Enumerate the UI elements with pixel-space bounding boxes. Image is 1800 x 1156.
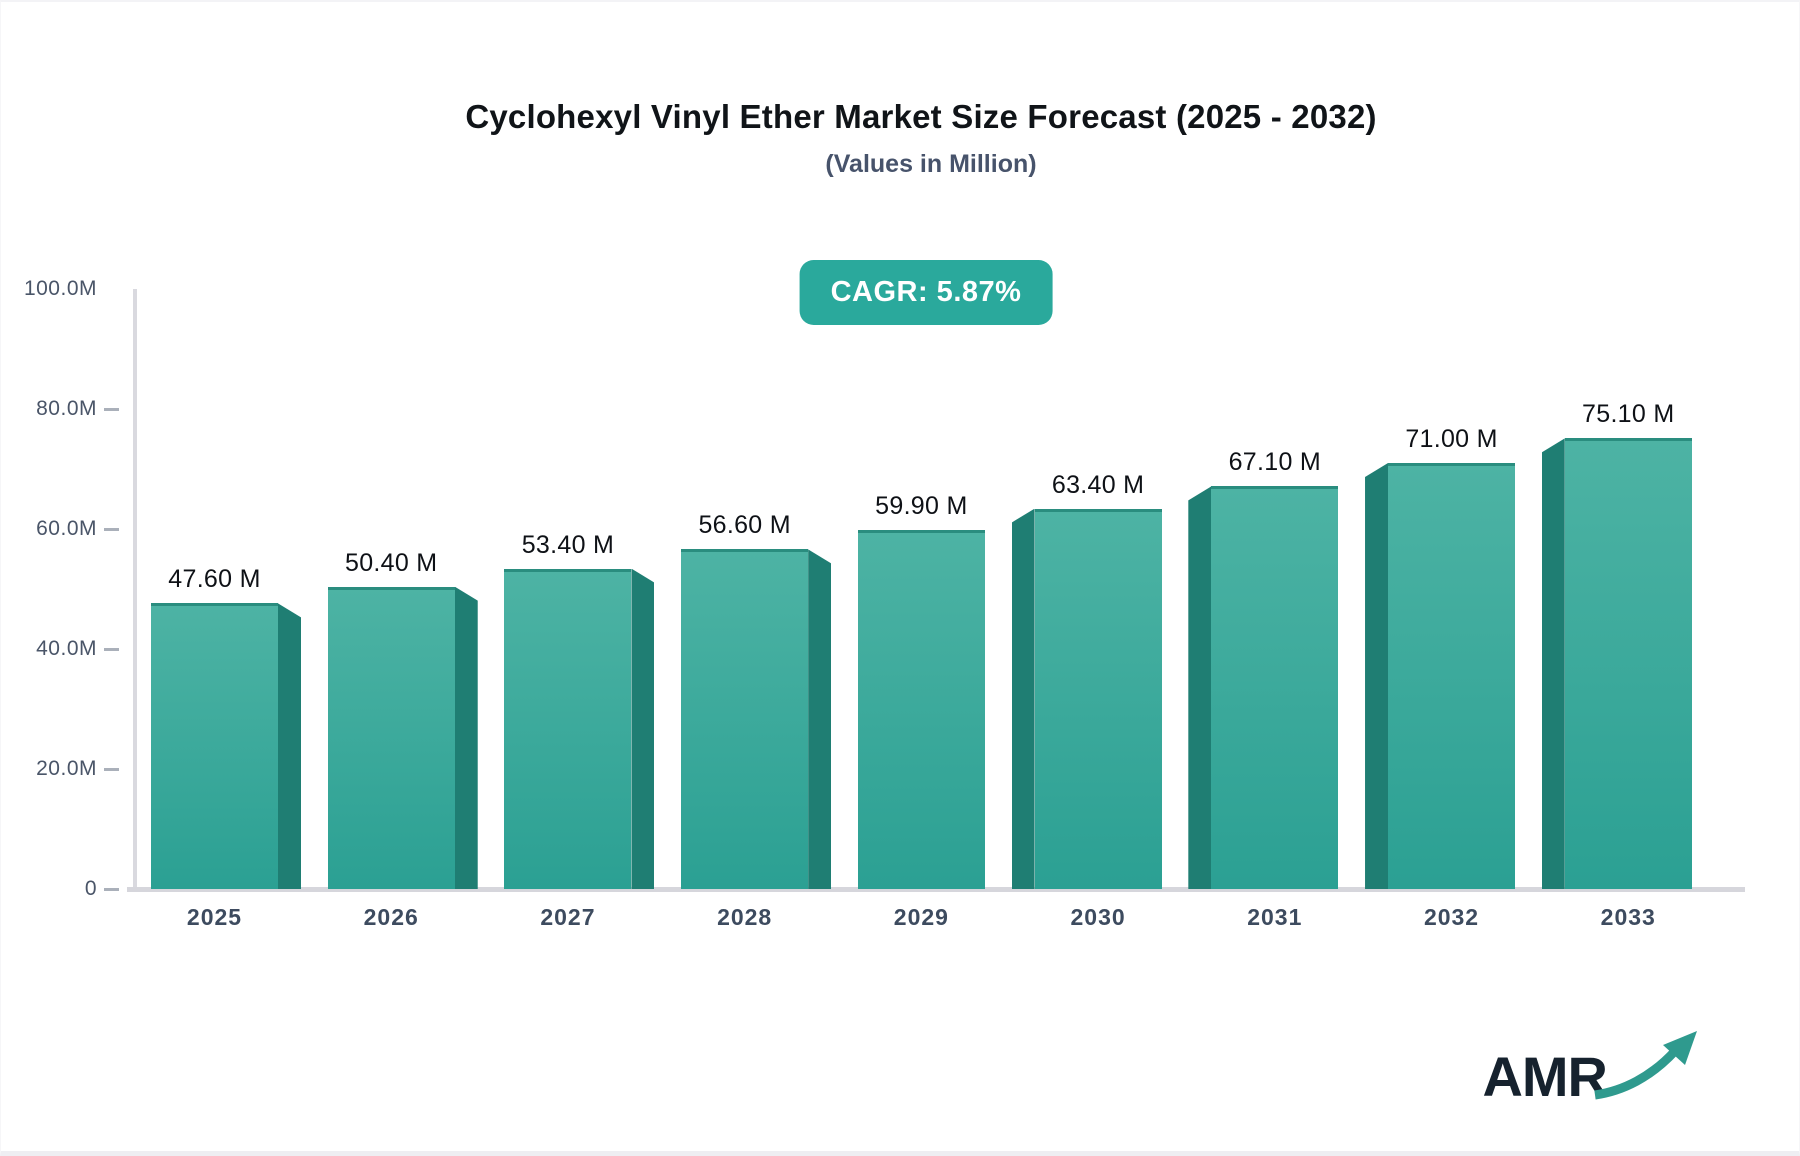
- amr-logo-text: AMR: [1482, 1045, 1608, 1108]
- x-axis-label-2031: 2031: [1247, 904, 1303, 930]
- bar-side-panel: [278, 603, 301, 889]
- chart-title: Cyclohexyl Vinyl Ether Market Size Forec…: [465, 98, 1377, 135]
- y-tick-mark: [104, 887, 119, 891]
- bar-2027: [504, 568, 632, 889]
- bar-side-panel: [454, 586, 478, 889]
- x-axis-label-2026: 2026: [363, 904, 419, 930]
- bar-2029: [857, 529, 985, 889]
- growth-arrow-icon: [1594, 1031, 1697, 1100]
- y-tick-label: 20.0M: [36, 757, 97, 780]
- bar-value-label: 53.40 M: [521, 530, 615, 559]
- y-tick-mark: [104, 407, 119, 411]
- x-axis-label-2033: 2033: [1600, 904, 1656, 930]
- bar-2026: [327, 586, 455, 889]
- bar-side-panel: [808, 549, 832, 889]
- bar-side-panel: [1188, 486, 1212, 889]
- bar-side-panel: [1541, 438, 1565, 889]
- y-tick-label: 80.0M: [36, 397, 97, 420]
- bar-side-panel: [631, 568, 655, 889]
- bar-value-label: 47.60 M: [168, 565, 261, 594]
- y-tick-label: 100.0M: [23, 277, 97, 300]
- amr-logo: AMR: [1482, 1027, 1703, 1105]
- x-axis-label-2027: 2027: [540, 904, 596, 930]
- y-tick-mark: [104, 767, 119, 771]
- bar-2030: [1034, 508, 1162, 889]
- bar-side-panel: [1365, 463, 1389, 889]
- chart-subtitle: (Values in Million): [825, 150, 1037, 178]
- bar-value-label: 67.10 M: [1228, 448, 1322, 477]
- x-axis-label-2028: 2028: [717, 904, 773, 930]
- bar-side-panel: [1011, 508, 1035, 889]
- bar-2032: [1388, 463, 1516, 889]
- y-tick-label: 40.0M: [36, 637, 97, 660]
- bar-value-label: 75.10 M: [1582, 400, 1675, 429]
- bar-2025: [151, 603, 278, 889]
- x-axis-label-2025: 2025: [186, 904, 243, 930]
- y-tick-label: 60.0M: [36, 517, 97, 540]
- cagr-badge: CAGR: 5.87%: [799, 260, 1053, 325]
- bar-2028: [681, 549, 809, 889]
- x-axis-label-2030: 2030: [1070, 904, 1126, 930]
- y-tick-mark: [104, 647, 119, 651]
- bar-value-label: 56.60 M: [698, 511, 791, 540]
- bar-2033: [1564, 438, 1692, 889]
- y-axis-line: [133, 289, 137, 892]
- bar-value-label: 63.40 M: [1051, 470, 1145, 499]
- bar-2031: [1211, 486, 1339, 889]
- bar-value-label: 71.00 M: [1405, 425, 1498, 453]
- y-tick-label: 0: [84, 877, 97, 900]
- x-axis-line: [127, 887, 1745, 892]
- x-axis-label-2029: 2029: [893, 904, 949, 930]
- bar-value-label: 50.40 M: [345, 548, 438, 577]
- x-axis-label-2032: 2032: [1423, 904, 1480, 930]
- y-tick-mark: [104, 527, 119, 531]
- bar-value-label: 59.90 M: [875, 491, 968, 520]
